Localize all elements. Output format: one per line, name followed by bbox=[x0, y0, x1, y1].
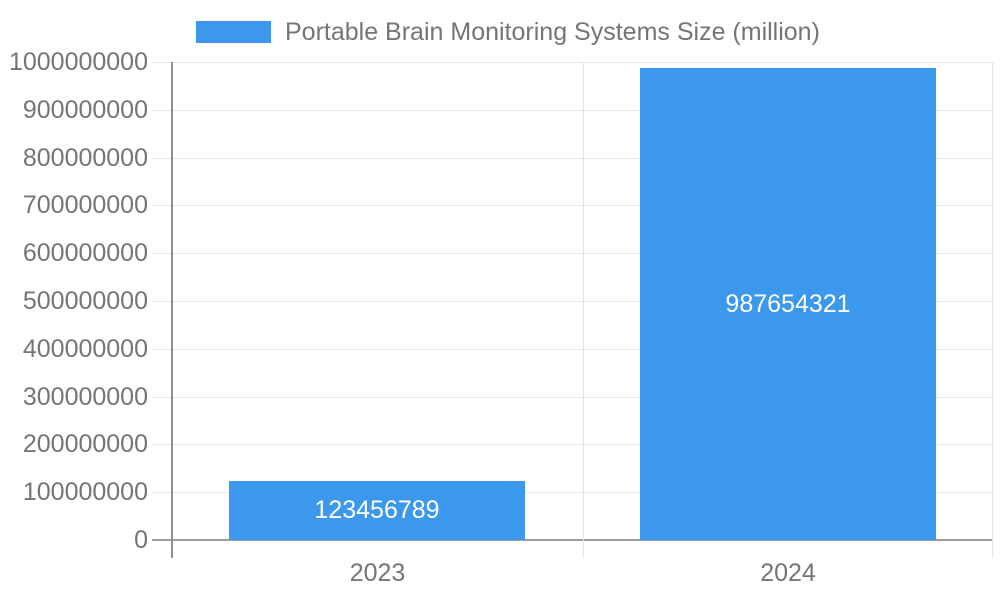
y-axis-tick-label: 700000000 bbox=[22, 191, 148, 219]
y-axis-tick-label: 100000000 bbox=[22, 478, 148, 506]
y-gridline bbox=[152, 397, 993, 398]
y-axis-tick-label: 400000000 bbox=[22, 335, 148, 363]
y-gridline bbox=[152, 349, 993, 350]
y-axis-tick-label: 200000000 bbox=[22, 430, 148, 458]
y-gridline bbox=[152, 62, 993, 63]
bar-2023[interactable]: 123456789 bbox=[229, 481, 525, 540]
y-gridline bbox=[152, 158, 993, 159]
vertical-gridline-mid bbox=[583, 62, 584, 558]
bar-2024[interactable]: 987654321 bbox=[640, 68, 936, 540]
legend-label: Portable Brain Monitoring Systems Size (… bbox=[285, 17, 820, 46]
vertical-gridline-right bbox=[992, 62, 993, 558]
y-axis-tick-label: 900000000 bbox=[22, 96, 148, 124]
bar-value-label-2024: 987654321 bbox=[725, 289, 851, 318]
legend: Portable Brain Monitoring Systems Size (… bbox=[196, 17, 820, 47]
y-gridline bbox=[152, 253, 993, 254]
y-gridline bbox=[152, 205, 993, 206]
y-axis-tick-label: 0 bbox=[134, 526, 148, 554]
y-gridline bbox=[152, 444, 993, 445]
y-gridline bbox=[152, 492, 993, 493]
x-axis-baseline bbox=[152, 539, 993, 541]
x-tick-label-2023: 2023 bbox=[349, 559, 406, 587]
y-axis-line bbox=[171, 62, 173, 558]
y-axis-tick-label: 500000000 bbox=[22, 287, 148, 315]
legend-swatch bbox=[196, 21, 271, 43]
y-gridline bbox=[152, 301, 993, 302]
y-axis-tick-label: 1000000000 bbox=[8, 48, 148, 76]
x-tick-label-2024: 2024 bbox=[760, 559, 816, 587]
y-gridline bbox=[152, 110, 993, 111]
y-axis-tick-label: 800000000 bbox=[22, 144, 148, 172]
y-axis-tick-label: 300000000 bbox=[22, 383, 148, 411]
bar-value-label-2023: 123456789 bbox=[314, 496, 440, 524]
y-axis-tick-label: 600000000 bbox=[22, 239, 148, 267]
